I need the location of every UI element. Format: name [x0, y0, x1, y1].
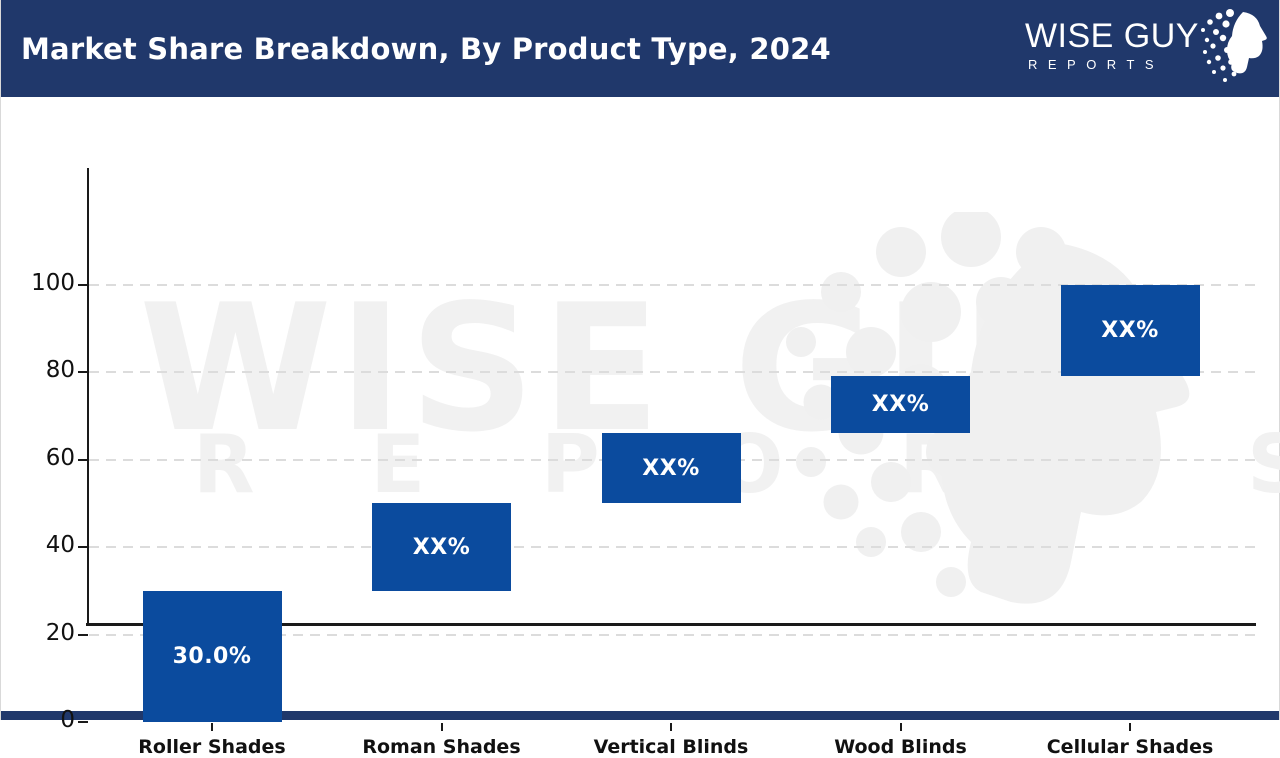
- dotted-head-profile-icon: [1201, 9, 1267, 82]
- bar-roller-shades: 30.0%: [142, 590, 282, 722]
- y-axis-tick-label: 80: [45, 357, 75, 383]
- bar-wood-blinds: XX%: [831, 376, 970, 434]
- y-axis-tick-label: 100: [31, 269, 75, 296]
- page-title: Market Share Breakdown, By Product Type,…: [21, 31, 831, 66]
- x-axis-category-label: Roller Shades: [138, 736, 286, 758]
- y-axis-tick-label: 0: [60, 707, 75, 733]
- bar-value-label: XX%: [871, 392, 930, 418]
- gridline: [89, 283, 1256, 286]
- x-axis-category-label: Cellular Shades: [1046, 736, 1214, 758]
- x-axis-category-label: Vertical Blinds: [593, 736, 749, 758]
- x-axis-tick: [899, 723, 902, 731]
- y-axis-tick-label: 60: [45, 444, 75, 471]
- brand-name: WISE GUY: [1024, 17, 1199, 55]
- bar-value-label: XX%: [412, 534, 471, 560]
- y-axis-tick-label: 20: [45, 619, 75, 646]
- y-axis-line: [87, 168, 89, 626]
- y-axis-tick: [78, 721, 88, 723]
- y-axis-tick: [78, 546, 88, 548]
- brand-logo-text: WISE GUY REPORTS: [1024, 17, 1199, 73]
- y-axis-tick: [78, 283, 88, 286]
- y-axis-tick: [78, 458, 88, 461]
- bar-value-label: XX%: [1101, 317, 1159, 343]
- brand-logo: WISE GUY REPORTS: [1017, 6, 1267, 92]
- bar-value-label: 30.0%: [172, 643, 252, 669]
- x-axis-line: [86, 623, 1256, 626]
- gridline: [89, 371, 1256, 373]
- y-axis-tick-label: 40: [45, 532, 75, 558]
- x-axis-tick: [1129, 723, 1131, 731]
- y-axis-tick: [78, 633, 88, 636]
- x-axis-category-label: Roman Shades: [362, 736, 521, 758]
- gridline: [89, 546, 1256, 548]
- x-axis-tick: [211, 723, 213, 731]
- brand-subtitle: REPORTS: [1027, 57, 1165, 73]
- x-axis-tick: [670, 723, 672, 731]
- bar-roman-shades: XX%: [372, 503, 511, 591]
- bar-vertical-blinds: XX%: [601, 433, 741, 504]
- bar-cellular-shades: XX%: [1060, 284, 1200, 377]
- header-bar: Market Share Breakdown, By Product Type,…: [1, 0, 1279, 97]
- footer-bar: [1, 711, 1279, 720]
- y-axis-tick: [78, 371, 88, 373]
- bar-value-label: XX%: [642, 455, 700, 481]
- x-axis-tick: [440, 723, 443, 731]
- gridline: [89, 633, 1256, 636]
- x-axis-category-label: Wood Blinds: [834, 736, 967, 758]
